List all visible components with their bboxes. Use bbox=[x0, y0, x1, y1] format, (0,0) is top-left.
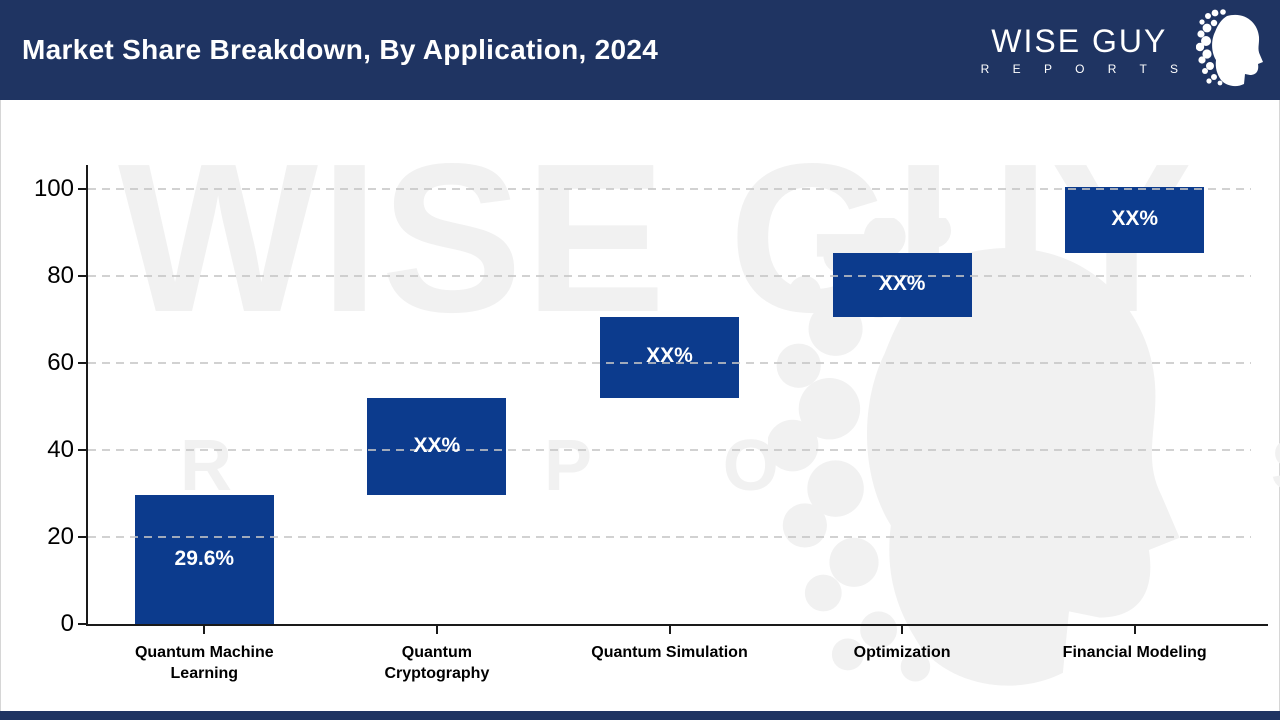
y-tick-label: 20 bbox=[47, 523, 74, 550]
gridline bbox=[88, 536, 1251, 538]
x-axis-label: Optimization bbox=[853, 644, 951, 661]
bar-value-label: XX% bbox=[646, 344, 693, 368]
bar bbox=[1065, 186, 1205, 253]
y-tick-mark bbox=[78, 623, 86, 625]
gridline bbox=[88, 362, 1251, 364]
x-tick-mark bbox=[1133, 626, 1136, 634]
y-tick-mark bbox=[78, 536, 86, 538]
bar-value-label: XX% bbox=[413, 433, 461, 457]
y-tick-label: 60 bbox=[47, 349, 74, 376]
x-tick-mark bbox=[668, 626, 671, 634]
y-tick-label: 100 bbox=[33, 175, 74, 202]
y-tick-label: 40 bbox=[47, 436, 74, 463]
x-tick-mark bbox=[203, 626, 206, 634]
bar bbox=[134, 495, 274, 624]
y-tick-label: 0 bbox=[60, 610, 74, 637]
brand-logo: WISE GUY R E P O R T S bbox=[971, 9, 1280, 91]
x-axis-label: Financial Modeling bbox=[1062, 644, 1207, 661]
bar-value-label: XX% bbox=[878, 271, 926, 295]
y-tick-mark bbox=[78, 275, 86, 277]
y-axis-line bbox=[86, 165, 88, 626]
bar bbox=[367, 397, 507, 496]
gridline bbox=[88, 275, 1251, 277]
y-tick-mark bbox=[78, 449, 86, 451]
y-tick-mark bbox=[78, 362, 86, 364]
watermark-head-icon bbox=[768, 218, 1180, 686]
page-title: Market Share Breakdown, By Application, … bbox=[22, 34, 659, 65]
gridline bbox=[88, 188, 1251, 190]
x-axis-label: Quantum Machine Learning bbox=[134, 644, 274, 682]
footer-bar bbox=[0, 711, 1280, 720]
y-tick-label: 80 bbox=[47, 262, 74, 289]
x-tick-mark bbox=[901, 626, 904, 634]
x-axis-label: Quantum Cryptography bbox=[384, 644, 490, 682]
bar bbox=[832, 252, 972, 317]
brand-logo-text: WISE GUY R E P O R T S bbox=[971, 25, 1188, 75]
x-tick-mark bbox=[435, 626, 438, 634]
gridline bbox=[88, 449, 1251, 451]
chart-area: WISE GUY R E P O R T S 0 20 40 60 80 100 29.6%… bbox=[0, 100, 1280, 711]
bar bbox=[600, 316, 739, 398]
brand-subname: R E P O R T S bbox=[980, 62, 1188, 76]
bar-value-label: XX% bbox=[1111, 206, 1159, 230]
brand-name: WISE GUY bbox=[991, 23, 1168, 59]
x-axis-label: Quantum Simulation bbox=[591, 644, 748, 661]
header-bar: Market Share Breakdown, By Application, … bbox=[0, 0, 1280, 100]
bar-value-label: 29.6% bbox=[174, 546, 235, 570]
x-axis-line bbox=[86, 624, 1268, 626]
head-profile-icon bbox=[1196, 9, 1263, 87]
y-tick-mark bbox=[78, 188, 86, 190]
